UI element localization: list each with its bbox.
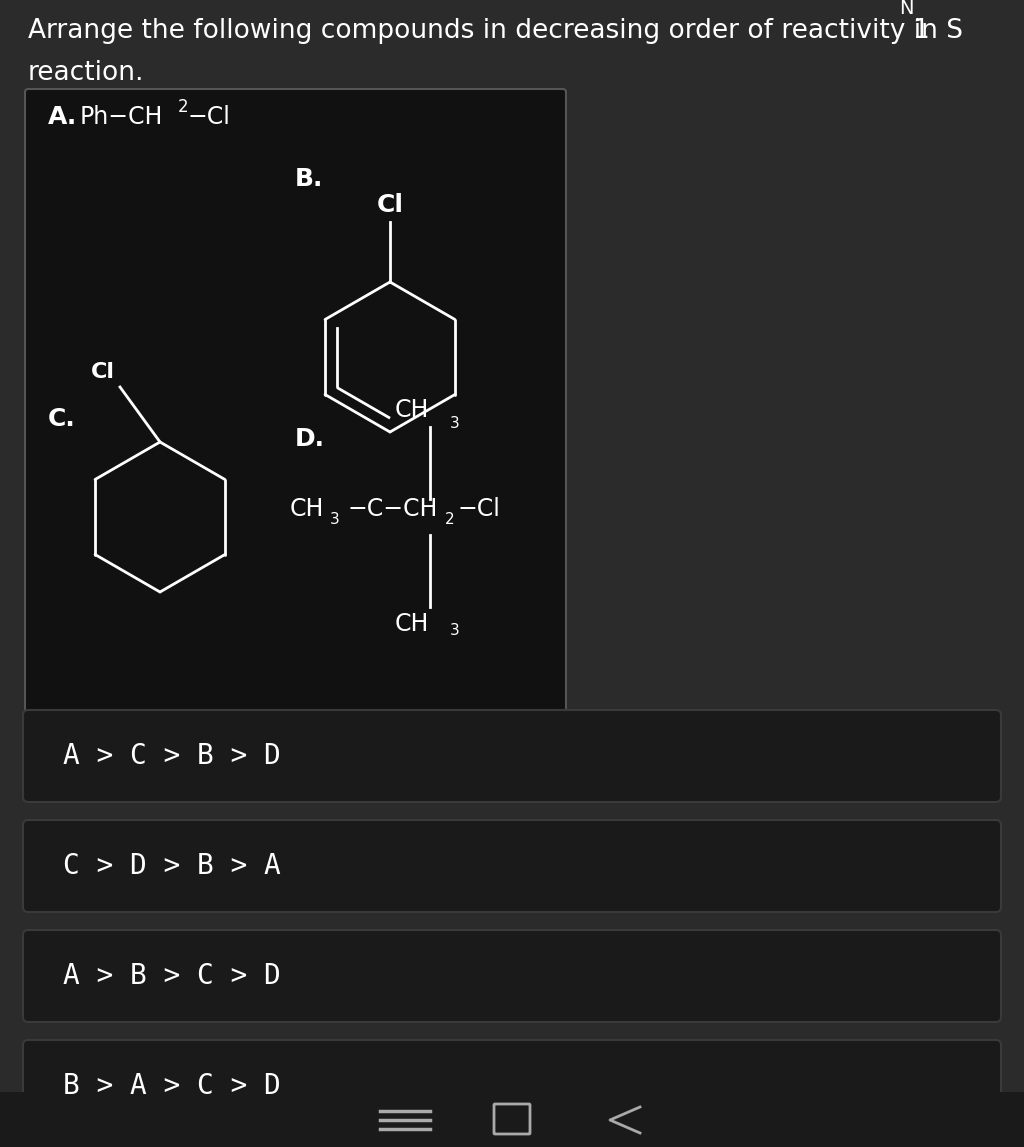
- Text: 2: 2: [178, 97, 188, 116]
- Text: B > A > C > D: B > A > C > D: [63, 1072, 281, 1100]
- Text: A > B > C > D: A > B > C > D: [63, 962, 281, 990]
- Text: −Cl: −Cl: [458, 497, 501, 521]
- Text: CH: CH: [290, 497, 325, 521]
- FancyBboxPatch shape: [23, 1040, 1001, 1132]
- FancyBboxPatch shape: [25, 89, 566, 720]
- Text: CH: CH: [395, 398, 429, 422]
- Text: Cl: Cl: [91, 362, 115, 382]
- Text: C.: C.: [48, 407, 76, 431]
- Text: N: N: [899, 0, 913, 18]
- Text: C > D > B > A: C > D > B > A: [63, 852, 281, 880]
- Text: −Cl: −Cl: [188, 106, 230, 128]
- FancyBboxPatch shape: [23, 930, 1001, 1022]
- Text: A > C > B > D: A > C > B > D: [63, 742, 281, 770]
- Text: reaction.: reaction.: [28, 60, 144, 86]
- Text: A.: A.: [48, 106, 77, 128]
- Text: Cl: Cl: [377, 193, 403, 217]
- Bar: [0, 1092, 1024, 1147]
- Text: 1: 1: [912, 18, 929, 44]
- Text: D.: D.: [295, 427, 325, 451]
- Text: CH: CH: [395, 612, 429, 635]
- Text: Ph−CH: Ph−CH: [80, 106, 164, 128]
- Text: 2: 2: [445, 512, 455, 526]
- FancyBboxPatch shape: [23, 710, 1001, 802]
- FancyBboxPatch shape: [23, 820, 1001, 912]
- Text: Arrange the following compounds in decreasing order of reactivity in S: Arrange the following compounds in decre…: [28, 18, 963, 44]
- Text: 3: 3: [450, 416, 460, 431]
- Text: B.: B.: [295, 167, 324, 192]
- Text: 3: 3: [450, 623, 460, 638]
- Text: 3: 3: [330, 512, 340, 526]
- Text: −C−CH: −C−CH: [348, 497, 438, 521]
